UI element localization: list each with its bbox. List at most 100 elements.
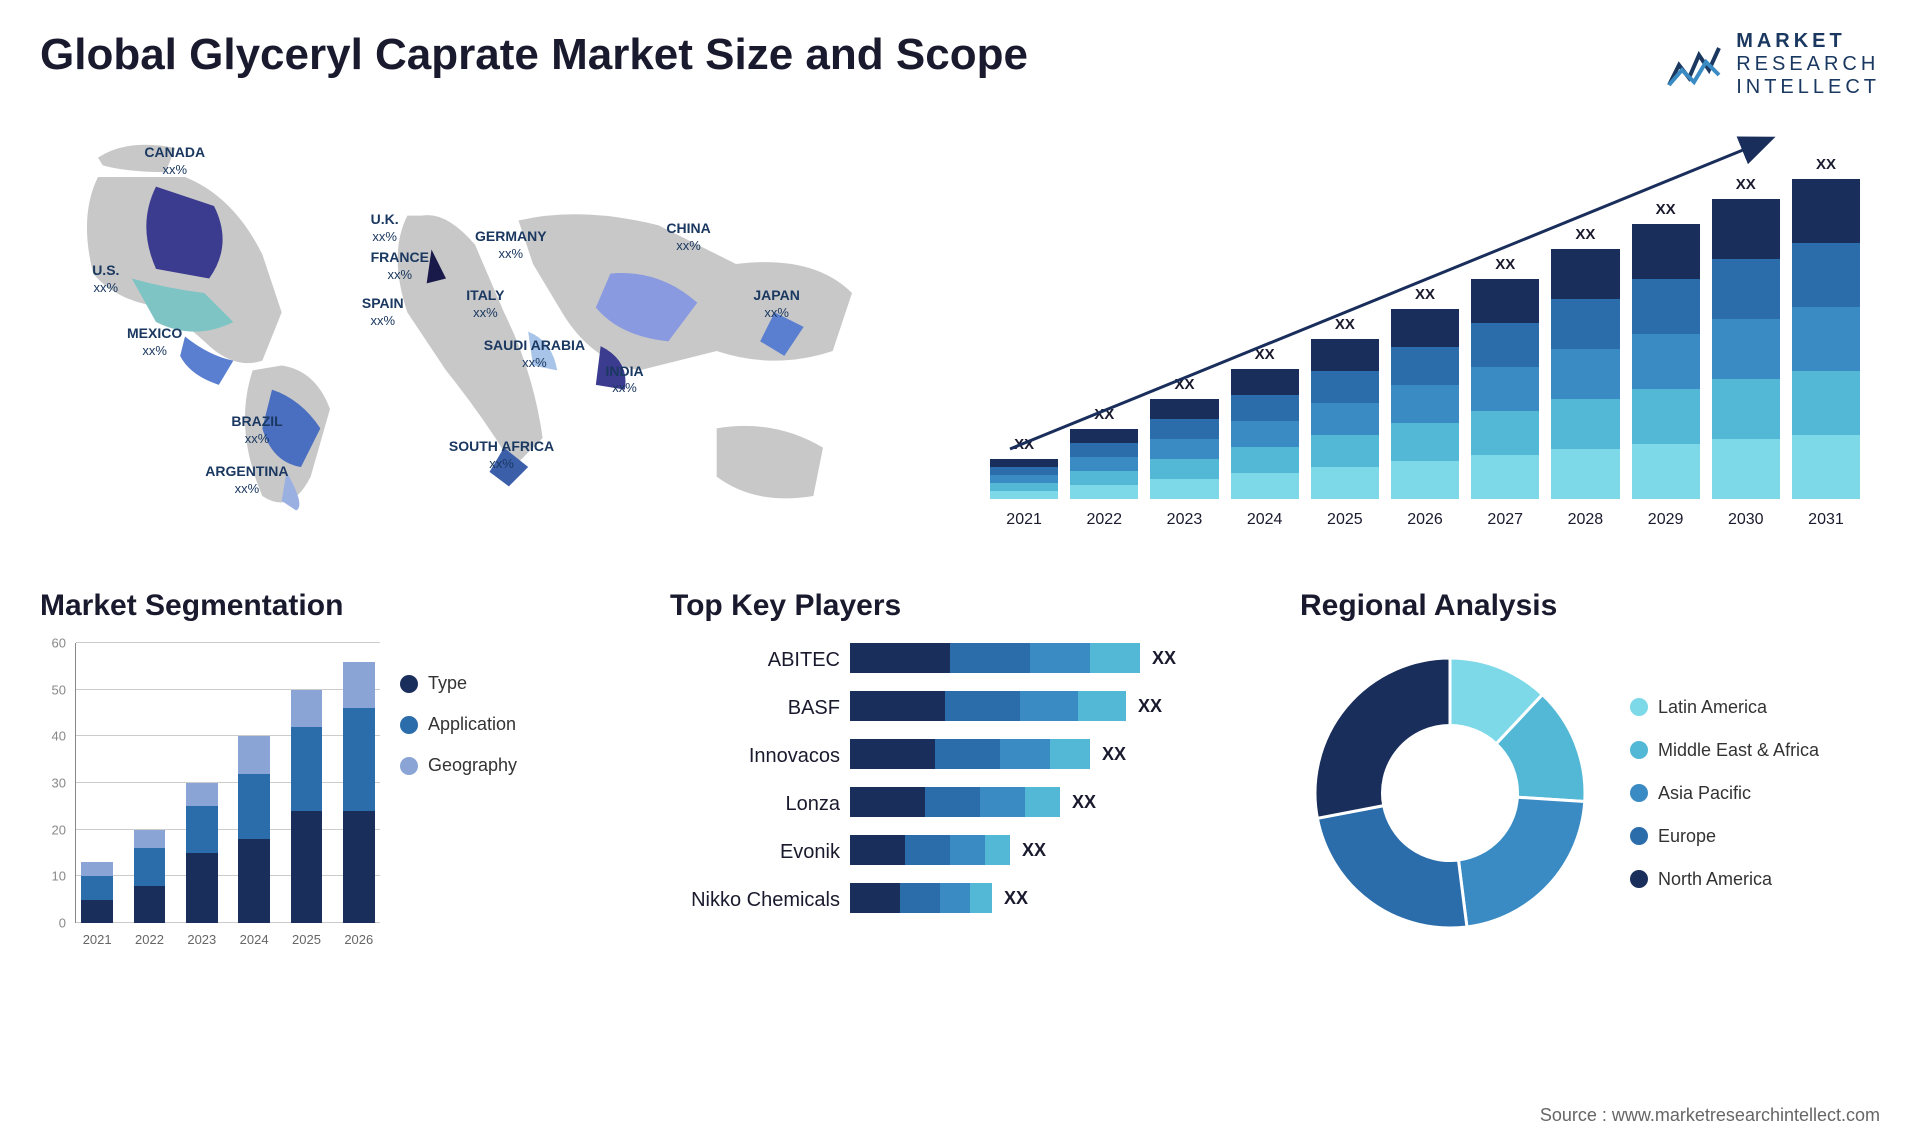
growth-bar-label: XX	[1014, 436, 1034, 453]
donut-slice	[1317, 806, 1467, 928]
country-label: GERMANYxx%	[475, 228, 547, 262]
seg-bar: 2021	[76, 862, 118, 923]
country-label: ITALYxx%	[466, 287, 504, 321]
country-label: ARGENTINAxx%	[205, 463, 288, 497]
growth-bar: XX2029	[1632, 201, 1700, 499]
player-label: Evonik	[670, 837, 840, 867]
growth-bar-label: XX	[1255, 346, 1275, 363]
player-label: ABITEC	[670, 645, 840, 675]
donut-slice	[1458, 797, 1584, 927]
country-label: SAUDI ARABIAxx%	[484, 337, 585, 371]
source-line: Source : www.marketresearchintellect.com	[1540, 1105, 1880, 1126]
logo-text-3: INTELLECT	[1736, 76, 1880, 99]
legend-item: Application	[400, 714, 517, 735]
seg-ytick: 40	[52, 729, 66, 744]
header-row: Global Glyceryl Caprate Market Size and …	[40, 30, 1880, 99]
country-label: CHINAxx%	[666, 220, 710, 254]
growth-year-label: 2022	[1070, 511, 1138, 529]
player-label: Nikko Chemicals	[670, 885, 840, 915]
growth-bar-label: XX	[1094, 406, 1114, 423]
growth-year-label: 2026	[1391, 511, 1459, 529]
growth-year-label: 2024	[1231, 511, 1299, 529]
country-label: FRANCExx%	[371, 249, 429, 283]
legend-item: North America	[1630, 869, 1819, 890]
page-title: Global Glyceryl Caprate Market Size and …	[40, 30, 1028, 80]
growth-bar-label: XX	[1335, 316, 1355, 333]
growth-year-label: 2023	[1150, 511, 1218, 529]
seg-bar: 2024	[233, 736, 275, 923]
growth-bar: XX2021	[990, 436, 1058, 499]
growth-bar-label: XX	[1415, 286, 1435, 303]
growth-bar: XX2024	[1231, 346, 1299, 499]
regional-legend: Latin America Middle East & Africa Asia Pa…	[1630, 697, 1819, 890]
player-value: XX	[1138, 696, 1162, 717]
country-label: INDIAxx%	[606, 363, 644, 397]
logo-text-1: MARKET	[1736, 30, 1880, 53]
country-label: CANADAxx%	[144, 144, 205, 178]
legend-item: Asia Pacific	[1630, 783, 1819, 804]
growth-bar: XX2031	[1792, 156, 1860, 499]
logo: MARKET RESEARCH INTELLECT	[1664, 30, 1880, 99]
growth-bar-label: XX	[1575, 226, 1595, 243]
segmentation-legend: TypeApplicationGeography	[400, 643, 517, 1009]
country-label: JAPANxx%	[753, 287, 799, 321]
growth-year-label: 2030	[1712, 511, 1780, 529]
player-label: BASF	[670, 693, 840, 723]
seg-year-label: 2024	[240, 932, 269, 947]
country-label: U.S.xx%	[92, 262, 119, 296]
growth-year-label: 2027	[1471, 511, 1539, 529]
regional-title: Regional Analysis	[1300, 589, 1880, 623]
legend-item: Latin America	[1630, 697, 1819, 718]
top-section: CANADAxx% U.S.xx% MEXICOxx% BRAZILxx% ARGENT…	[40, 119, 1880, 539]
regional-panel: Regional Analysis Latin America Middle Ea…	[1300, 589, 1880, 1009]
donut-slice	[1315, 658, 1450, 818]
bottom-section: Market Segmentation 0102030405060 202120…	[40, 589, 1880, 1009]
growth-year-label: 2021	[990, 511, 1058, 529]
growth-year-label: 2029	[1632, 511, 1700, 529]
country-label: MEXICOxx%	[127, 325, 182, 359]
seg-bar: 2026	[338, 662, 380, 923]
regional-donut-chart	[1300, 643, 1600, 943]
world-map-panel: CANADAxx% U.S.xx% MEXICOxx% BRAZILxx% ARGENT…	[40, 119, 910, 539]
players-title: Top Key Players	[670, 589, 1250, 623]
seg-ytick: 60	[52, 636, 66, 651]
seg-year-label: 2026	[344, 932, 373, 947]
seg-ytick: 30	[52, 776, 66, 791]
growth-bar-label: XX	[1174, 376, 1194, 393]
growth-bar: XX2028	[1551, 226, 1619, 499]
player-bar-row: XX	[850, 883, 1250, 913]
logo-icon	[1664, 40, 1724, 90]
growth-bar: XX2030	[1712, 176, 1780, 499]
growth-bar: XX2027	[1471, 256, 1539, 499]
growth-year-label: 2025	[1311, 511, 1379, 529]
growth-bar: XX2023	[1150, 376, 1218, 499]
growth-chart-panel: XX2021XX2022XX2023XX2024XX2025XX2026XX20…	[970, 119, 1880, 539]
seg-year-label: 2025	[292, 932, 321, 947]
seg-ytick: 50	[52, 682, 66, 697]
growth-bar-label: XX	[1656, 201, 1676, 218]
seg-ytick: 20	[52, 822, 66, 837]
player-bar-row: XX	[850, 643, 1250, 673]
player-bar-row: XX	[850, 691, 1250, 721]
player-label: Lonza	[670, 789, 840, 819]
country-label: SPAINxx%	[362, 295, 404, 329]
seg-ytick: 10	[52, 869, 66, 884]
growth-year-label: 2028	[1551, 511, 1619, 529]
seg-year-label: 2021	[83, 932, 112, 947]
growth-bar: XX2022	[1070, 406, 1138, 499]
country-label: U.K.xx%	[371, 211, 399, 245]
country-label: BRAZILxx%	[231, 413, 282, 447]
growth-bar-label: XX	[1816, 156, 1836, 173]
seg-year-label: 2023	[187, 932, 216, 947]
seg-bar: 2025	[285, 690, 327, 923]
legend-item: Middle East & Africa	[1630, 740, 1819, 761]
segmentation-panel: Market Segmentation 0102030405060 202120…	[40, 589, 620, 1009]
player-value: XX	[1072, 792, 1096, 813]
legend-item: Type	[400, 673, 517, 694]
player-value: XX	[1004, 888, 1028, 909]
growth-bar: XX2026	[1391, 286, 1459, 499]
player-bar-row: XX	[850, 787, 1250, 817]
legend-item: Europe	[1630, 826, 1819, 847]
growth-bar-label: XX	[1736, 176, 1756, 193]
logo-text-2: RESEARCH	[1736, 53, 1880, 76]
